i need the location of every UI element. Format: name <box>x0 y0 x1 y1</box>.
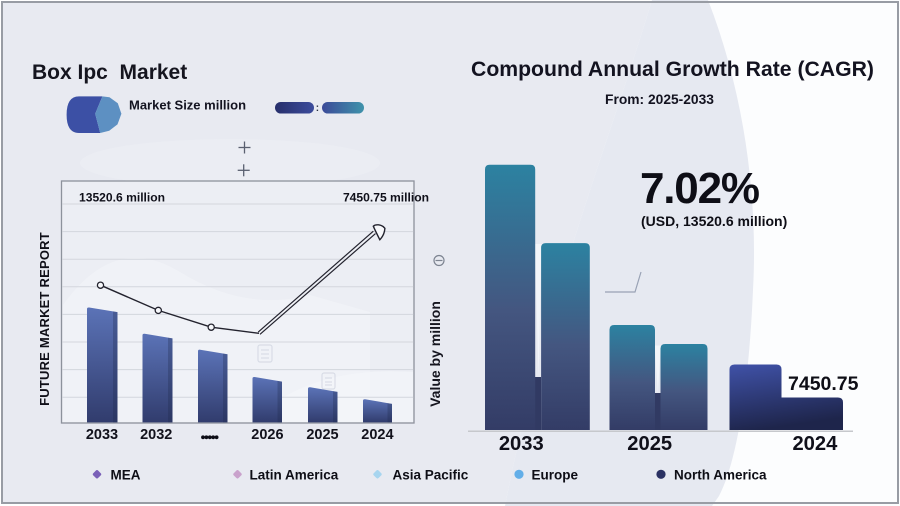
svg-text:2025: 2025 <box>306 427 338 443</box>
svg-text:(USD, 13520.6 million): (USD, 13520.6 million) <box>641 213 787 229</box>
svg-text:Box Ipc Market: Box Ipc Market <box>32 61 187 84</box>
svg-text:2033: 2033 <box>86 427 118 443</box>
svg-text:MEA: MEA <box>111 468 141 483</box>
svg-text:FUTURE MARKET REPORT: FUTURE MARKET REPORT <box>37 232 52 406</box>
svg-text:2026: 2026 <box>251 427 283 443</box>
svg-text:Latin America: Latin America <box>250 468 339 483</box>
svg-text::: : <box>316 103 319 114</box>
svg-text:7.02%: 7.02% <box>640 164 759 213</box>
svg-text:From: 2025-2033: From: 2025-2033 <box>605 92 714 107</box>
svg-text:2033: 2033 <box>499 433 544 455</box>
svg-text:13520.6 million: 13520.6 million <box>79 191 165 205</box>
svg-text:2032: 2032 <box>140 427 172 443</box>
svg-text:Value by million: Value by million <box>427 301 443 407</box>
svg-text:2024: 2024 <box>792 433 838 455</box>
svg-text:North America: North America <box>674 468 767 483</box>
svg-text:Europe: Europe <box>532 468 579 483</box>
svg-text:Market Size million: Market Size million <box>129 98 246 113</box>
svg-text:2025: 2025 <box>627 433 672 455</box>
svg-text:2024: 2024 <box>361 427 393 443</box>
svg-text:7450.75: 7450.75 <box>788 373 859 395</box>
svg-text:Asia Pacific: Asia Pacific <box>393 468 469 483</box>
svg-text:Compound Annual Growth Rate (C: Compound Annual Growth Rate (CAGR) <box>471 58 874 81</box>
svg-text:7450.75 million: 7450.75 million <box>343 191 429 205</box>
